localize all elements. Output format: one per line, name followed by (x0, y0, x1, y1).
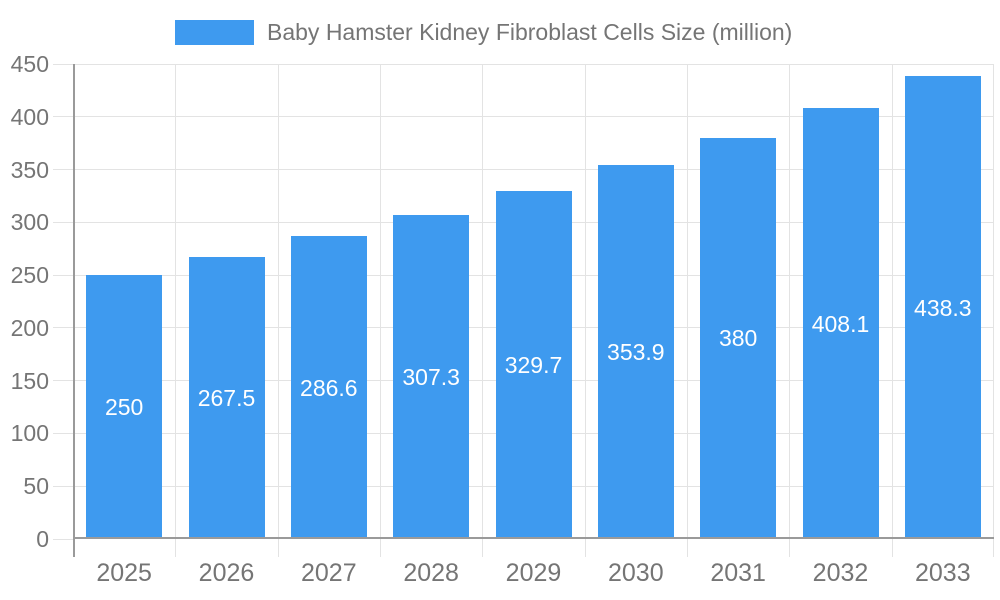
y-axis-tick (53, 432, 73, 434)
y-axis-tick (53, 485, 73, 487)
y-axis-tick (53, 169, 73, 171)
y-axis-tick (53, 116, 73, 118)
y-tick-label: 100 (10, 420, 49, 447)
y-axis-tick (53, 327, 73, 329)
bar-2029[interactable] (495, 190, 572, 539)
bar-2031[interactable] (700, 137, 777, 539)
y-axis-tick (53, 380, 73, 382)
y-tick-label: 400 (10, 103, 49, 130)
x-axis-tick (891, 539, 893, 557)
x-tick-label: 2031 (710, 559, 766, 587)
bar-2033[interactable] (904, 76, 981, 539)
legend-swatch-icon (175, 20, 254, 45)
y-axis-tick (53, 274, 73, 276)
x-tick-label: 2030 (608, 559, 664, 587)
y-axis-tick (53, 63, 73, 65)
y-tick-label: 300 (10, 209, 49, 236)
gridline-vertical (175, 64, 177, 539)
y-tick-label: 200 (10, 314, 49, 341)
bar-2025[interactable] (86, 275, 163, 539)
legend: Baby Hamster Kidney Fibroblast Cells Siz… (175, 20, 792, 45)
legend-label: Baby Hamster Kidney Fibroblast Cells Siz… (267, 19, 793, 45)
y-tick-label: 450 (10, 51, 49, 77)
y-tick-label: 150 (10, 367, 49, 394)
gridline-vertical (277, 64, 279, 539)
y-axis-line (73, 64, 75, 557)
x-axis-tick (584, 539, 586, 557)
x-axis-tick (687, 539, 688, 557)
x-tick-label: 2026 (198, 559, 255, 587)
y-tick-label: 350 (10, 156, 49, 183)
x-axis-tick (789, 539, 791, 557)
x-tick-label: 2032 (812, 559, 869, 587)
x-axis-tick (380, 539, 381, 557)
y-tick-label: 50 (23, 473, 49, 500)
y-tick-label: 250 (10, 262, 49, 289)
x-axis-tick (277, 539, 279, 557)
gridline-vertical (584, 64, 586, 539)
gridline-horizontal (73, 169, 994, 171)
y-axis-tick (53, 221, 73, 223)
plot-area: 0 50 100 150 200 250 300 350 400 450 250 2025 267.5 2… (11, 51, 994, 587)
y-tick-label: 0 (36, 526, 49, 552)
x-tick-label: 2028 (403, 559, 459, 587)
gridline-vertical (687, 64, 688, 539)
x-tick-label: 2025 (96, 559, 152, 587)
legend-item[interactable]: Baby Hamster Kidney Fibroblast Cells Siz… (175, 20, 792, 45)
x-tick-label: 2029 (505, 559, 562, 587)
x-axis-tick (993, 539, 994, 557)
x-axis-line (73, 537, 994, 539)
bar-2030[interactable] (597, 165, 674, 539)
gridline-horizontal (73, 116, 994, 118)
bar-2032[interactable] (802, 108, 879, 539)
bar-2027[interactable] (290, 236, 367, 539)
x-tick-label: 2027 (301, 559, 357, 587)
gridline-horizontal (73, 63, 994, 65)
bar-2028[interactable] (393, 214, 470, 539)
x-axis-tick (175, 539, 177, 557)
bar-2026[interactable] (188, 256, 265, 539)
gridline-vertical (891, 64, 893, 539)
gridline-vertical (789, 64, 791, 539)
x-tick-label: 2033 (915, 559, 971, 587)
gridline-vertical (482, 64, 484, 539)
x-axis-tick (482, 539, 484, 557)
gridline-vertical (380, 64, 381, 539)
y-axis-tick (53, 538, 73, 540)
gridline-vertical (993, 64, 994, 539)
